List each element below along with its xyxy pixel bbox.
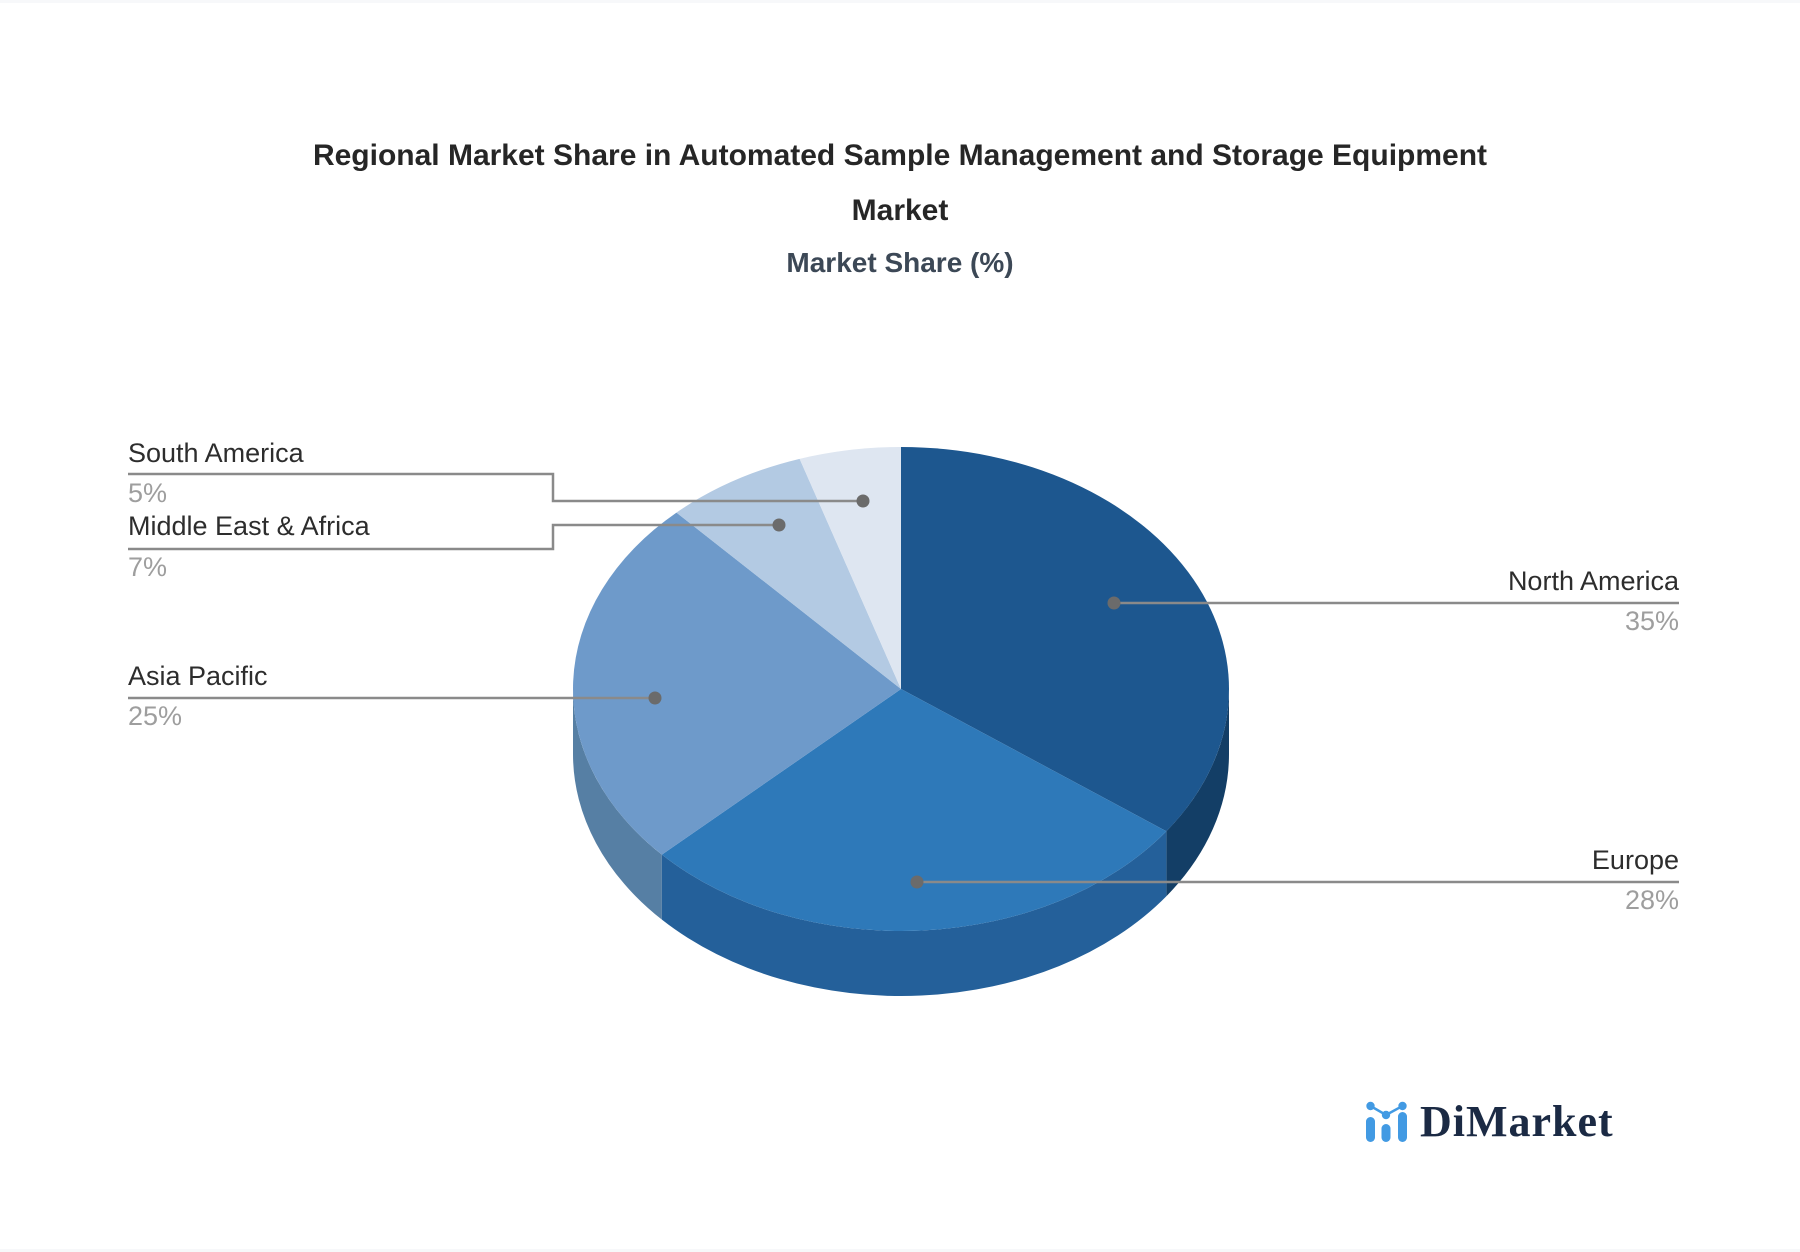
pie-rim-europe xyxy=(661,831,1167,996)
page-bottom-edge xyxy=(0,1249,1800,1252)
label-asia-pacific: Asia Pacific xyxy=(128,661,268,691)
pie-slice-north-america xyxy=(901,447,1229,832)
dimarket-logo: DiMarket xyxy=(1366,1098,1614,1146)
pie-slice-south-america xyxy=(799,447,901,689)
pie-slice-middle-east-and-africa xyxy=(676,458,901,689)
pie-rim-north-america xyxy=(1166,689,1229,897)
label-middle-east-africa: Middle East & Africa xyxy=(128,511,370,541)
leader-dot-south-america xyxy=(856,494,870,508)
page-top-edge xyxy=(0,0,1800,3)
chart-subtitle: Market Share (%) xyxy=(786,247,1014,278)
pie-rim-asia-pacific xyxy=(573,689,662,920)
label-europe: Europe xyxy=(1591,845,1679,875)
chart-title-line2: Market xyxy=(851,194,949,227)
bar-line-chart-icon xyxy=(1366,1101,1407,1142)
value-europe: 28% xyxy=(1624,885,1679,915)
leader-line-south-america xyxy=(128,472,863,503)
leader-line-middle-east-and-africa xyxy=(128,523,779,551)
label-north-america: North America xyxy=(1507,566,1679,596)
value-north-america: 35% xyxy=(1624,606,1679,636)
dimarket-logo-text: DiMarket xyxy=(1420,1097,1614,1146)
leader-dot-asia-pacific xyxy=(648,691,662,705)
value-middle-east-africa: 7% xyxy=(128,552,168,582)
leader-dot-europe xyxy=(910,875,924,889)
leader-dot-north-america xyxy=(1107,596,1121,610)
value-south-america: 5% xyxy=(128,478,168,508)
label-south-america: South America xyxy=(128,438,304,468)
leader-dot-middle-east-and-africa xyxy=(772,518,786,532)
pie-slice-asia-pacific xyxy=(573,512,901,855)
pie-slice-europe xyxy=(661,689,1167,932)
chart-title: Regional Market Share in Automated Sampl… xyxy=(0,128,1800,238)
chart-title-line1: Regional Market Share in Automated Sampl… xyxy=(312,139,1488,172)
value-asia-pacific: 25% xyxy=(128,701,183,731)
